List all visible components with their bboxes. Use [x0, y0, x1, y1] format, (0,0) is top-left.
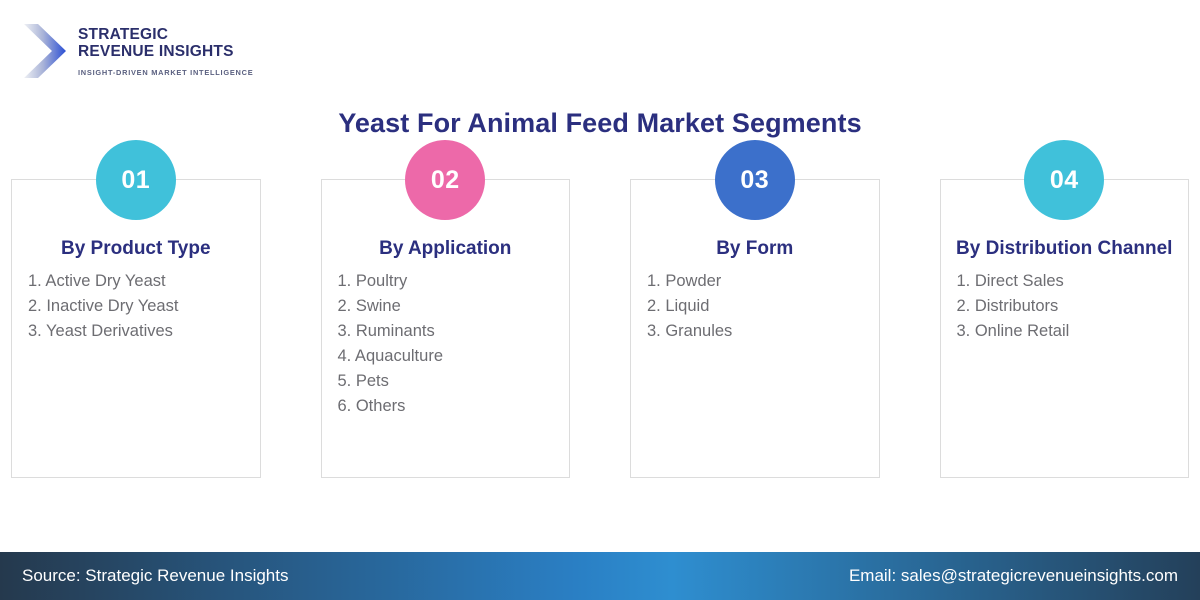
list-item: 2. Inactive Dry Yeast — [28, 296, 179, 315]
list-item: 5. Pets — [337, 371, 389, 390]
brand-line-1: STRATEGIC — [78, 26, 169, 43]
segment-number-badge: 03 — [714, 140, 795, 220]
segment-card: 01 By Product Type 1. Active Dry Yeast 2… — [11, 140, 261, 478]
list-item: 2. Distributors — [956, 296, 1059, 315]
footer-email: Email: sales@strategicrevenueinsights.co… — [848, 566, 1178, 585]
segment-item-list: 1. Active Dry Yeast 2. Inactive Dry Yeas… — [12, 269, 260, 344]
footer-bar: Source: Strategic Revenue Insights Email… — [0, 552, 1200, 600]
segment-heading: By Product Type — [60, 238, 211, 259]
segment-heading: By Application — [379, 238, 512, 259]
segment-number-badge: 02 — [405, 140, 486, 220]
list-item: 3. Online Retail — [956, 321, 1070, 340]
list-item: 1. Direct Sales — [956, 271, 1064, 290]
segment-item-list: 1. Poultry 2. Swine 3. Ruminants 4. Aqua… — [322, 269, 570, 419]
segment-item-list: 1. Powder 2. Liquid 3. Granules — [631, 269, 879, 344]
chevron-right-icon — [24, 24, 66, 78]
list-item: 1. Poultry — [337, 271, 408, 290]
list-item: 3. Ruminants — [337, 321, 435, 340]
segment-heading: By Distribution Channel — [956, 238, 1173, 259]
segment-number-badge: 01 — [95, 140, 176, 220]
page-title: Yeast For Animal Feed Market Segments — [338, 108, 862, 139]
list-item: 6. Others — [337, 396, 406, 415]
segment-number-badge: 04 — [1024, 140, 1105, 220]
list-item: 2. Liquid — [647, 296, 710, 315]
list-item: 3. Yeast Derivatives — [28, 321, 173, 340]
brand-wordmark: STRATEGIC REVENUE INSIGHTS INSIGHT-DRIVE… — [78, 20, 253, 77]
list-item: 1. Powder — [647, 271, 722, 290]
list-item: 3. Granules — [647, 321, 733, 340]
segment-item-list: 1. Direct Sales 2. Distributors 3. Onlin… — [941, 269, 1189, 344]
list-item: 2. Swine — [337, 296, 401, 315]
brand-tagline: INSIGHT-DRIVEN MARKET INTELLIGENCE — [78, 67, 254, 77]
footer-source: Source: Strategic Revenue Insights — [22, 566, 289, 585]
list-item: 1. Active Dry Yeast — [28, 271, 166, 290]
segment-card: 03 By Form 1. Powder 2. Liquid 3. Granul… — [630, 140, 880, 478]
segment-card: 02 By Application 1. Poultry 2. Swine 3.… — [320, 140, 570, 478]
brand-line-2: REVENUE INSIGHTS — [78, 43, 234, 61]
segment-card: 04 By Distribution Channel 1. Direct Sal… — [939, 140, 1189, 478]
segment-card-grid: 01 By Product Type 1. Active Dry Yeast 2… — [11, 140, 1189, 478]
brand-logo: STRATEGIC REVENUE INSIGHTS INSIGHT-DRIVE… — [22, 20, 253, 80]
list-item: 4. Aquaculture — [337, 346, 444, 365]
segment-heading: By Form — [716, 238, 794, 259]
